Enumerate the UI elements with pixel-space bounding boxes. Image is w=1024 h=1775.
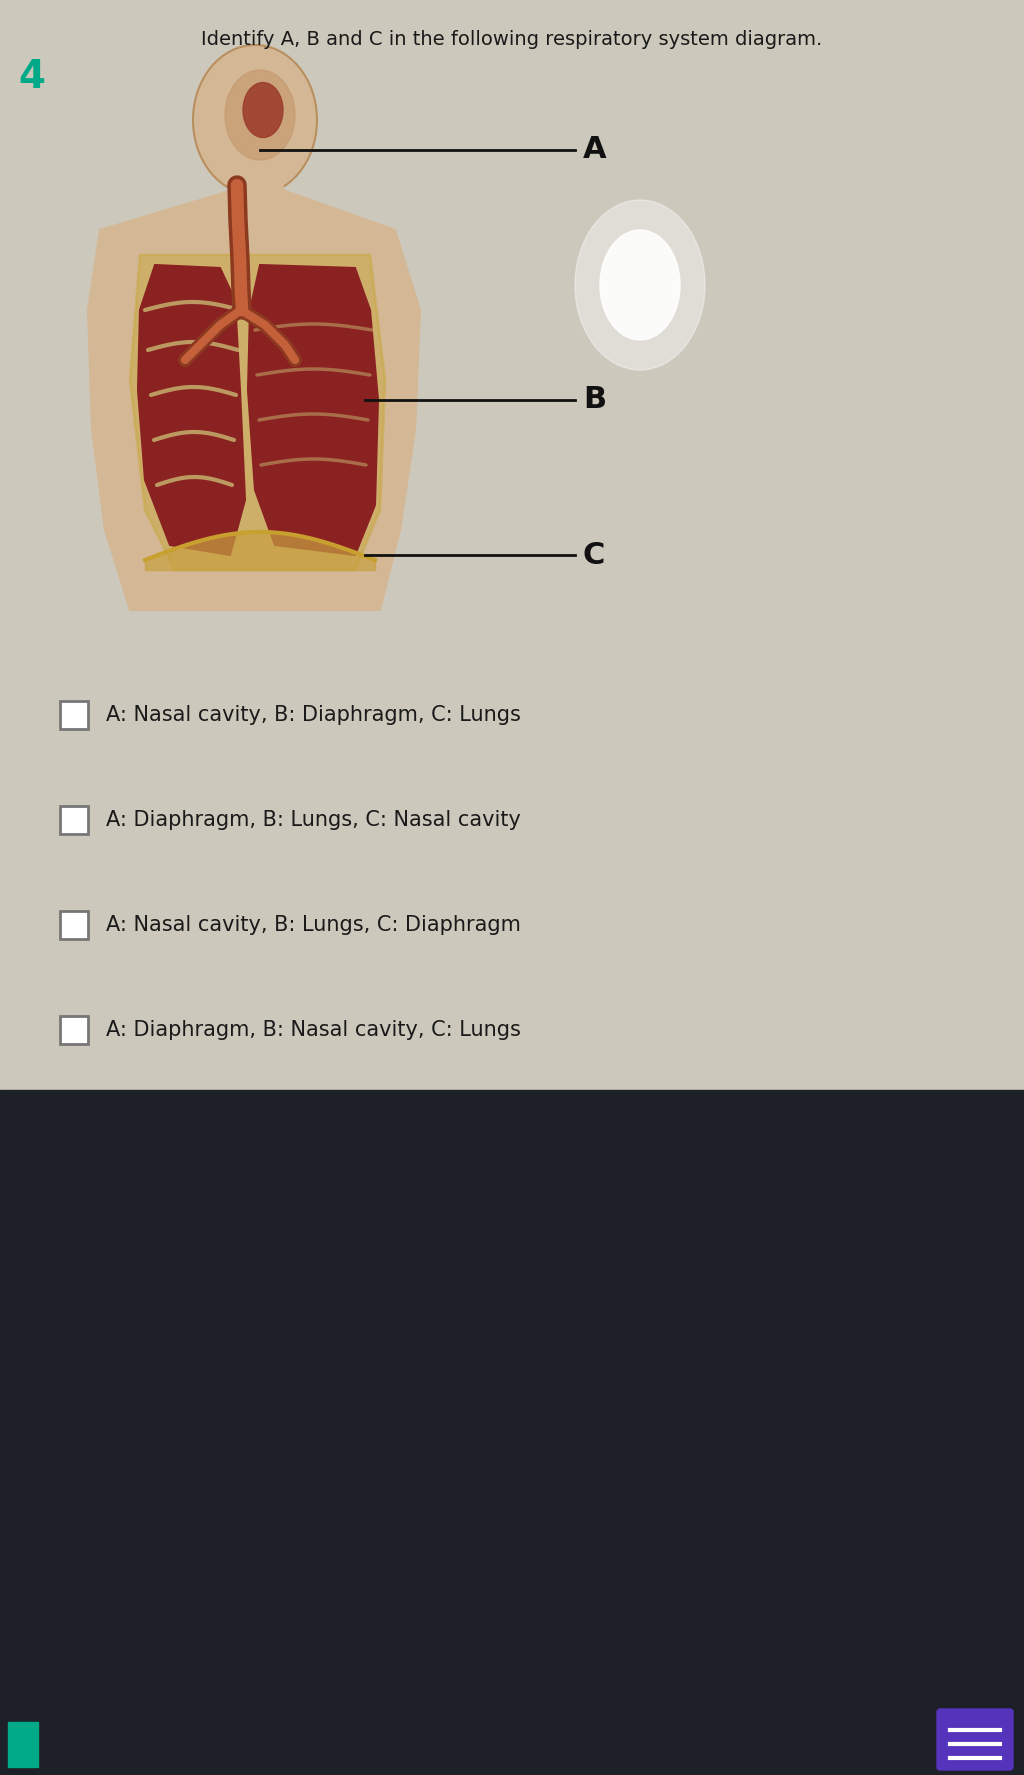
Bar	[0, 0, 1024, 1090]
Polygon shape	[248, 264, 378, 556]
Polygon shape	[230, 185, 285, 231]
Polygon shape	[88, 190, 420, 611]
Text: B: B	[583, 385, 606, 415]
Text: A: Diaphragm, B: Nasal cavity, C: Lungs: A: Diaphragm, B: Nasal cavity, C: Lungs	[106, 1021, 521, 1040]
Text: 4: 4	[18, 59, 45, 96]
Ellipse shape	[600, 231, 680, 341]
Polygon shape	[130, 256, 385, 570]
Text: C: C	[583, 541, 605, 570]
Bar	[0, 1090, 1024, 1775]
Bar	[60, 911, 88, 939]
FancyBboxPatch shape	[937, 1709, 1013, 1770]
Text: A: Nasal cavity, B: Lungs, C: Diaphragm: A: Nasal cavity, B: Lungs, C: Diaphragm	[106, 914, 521, 935]
Bar	[60, 806, 88, 834]
Bar	[60, 701, 88, 730]
Bar	[8, 1722, 38, 1766]
Text: A: Nasal cavity, B: Diaphragm, C: Lungs: A: Nasal cavity, B: Diaphragm, C: Lungs	[106, 705, 521, 724]
Text: Identify A, B and C in the following respiratory system diagram.: Identify A, B and C in the following res…	[202, 30, 822, 50]
Text: A: A	[583, 135, 606, 165]
Ellipse shape	[575, 201, 705, 369]
Ellipse shape	[193, 44, 317, 195]
Ellipse shape	[243, 82, 283, 137]
Polygon shape	[138, 264, 245, 556]
Bar	[60, 1015, 88, 1044]
Text: A: Diaphragm, B: Lungs, C: Nasal cavity: A: Diaphragm, B: Lungs, C: Nasal cavity	[106, 809, 521, 831]
Ellipse shape	[225, 69, 295, 160]
